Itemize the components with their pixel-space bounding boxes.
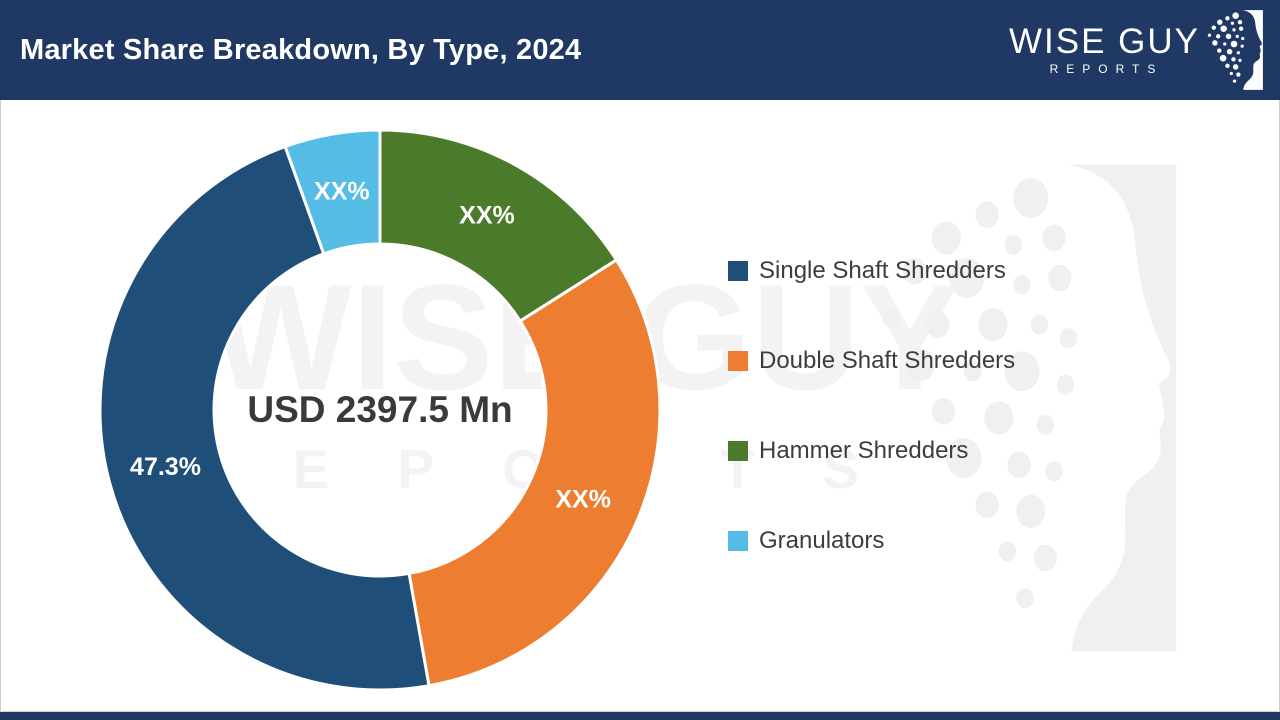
- slice-label-double-shaft-shredders: XX%: [555, 485, 611, 513]
- legend-item-hammer-shredders: Hammer Shredders: [728, 438, 1015, 464]
- brand-head-icon: [1207, 10, 1263, 90]
- slice-label-single-shaft-shredders: 47.3%: [130, 453, 201, 481]
- legend-item-double-shaft-shredders: Double Shaft Shredders: [728, 348, 1015, 374]
- slice-label-granulators: XX%: [314, 177, 370, 205]
- legend-item-single-shaft-shredders: Single Shaft Shredders: [728, 258, 1015, 284]
- chart-legend: Single Shaft Shredders Double Shaft Shred…: [728, 258, 1015, 554]
- brand-name: WISE GUY: [1008, 22, 1200, 61]
- legend-label: Double Shaft Shredders: [759, 347, 1016, 374]
- legend-swatch-icon: [728, 351, 748, 371]
- donut-slice-hammer-shredders: [378, 128, 618, 323]
- donut-slice-granulators: [283, 128, 382, 256]
- legend-swatch-icon: [728, 261, 748, 281]
- brand-logo: WISE GUY REPORTS: [1009, 0, 1264, 100]
- header-bar: Market Share Breakdown, By Type, 2024 WI…: [0, 0, 1280, 100]
- slice-label-hammer-shredders: XX%: [459, 201, 515, 229]
- legend-label: Hammer Shredders: [759, 437, 969, 464]
- donut-slice-single-shaft-shredders: [98, 145, 431, 692]
- legend-swatch-icon: [728, 441, 748, 461]
- legend-label: Single Shaft Shredders: [759, 257, 1006, 284]
- brand-subtitle: REPORTS: [1049, 62, 1164, 76]
- legend-swatch-icon: [728, 531, 748, 551]
- brand-logo-text: WISE GUY REPORTS: [1009, 24, 1200, 76]
- legend-label: Granulators: [759, 527, 885, 554]
- donut-center-label: USD 2397.5 Mn: [247, 389, 513, 430]
- legend-item-granulators: Granulators: [728, 528, 1015, 554]
- footer-bar: [0, 712, 1280, 720]
- page-title: Market Share Breakdown, By Type, 2024: [20, 33, 582, 66]
- donut-slice-double-shaft-shredders: [407, 258, 662, 688]
